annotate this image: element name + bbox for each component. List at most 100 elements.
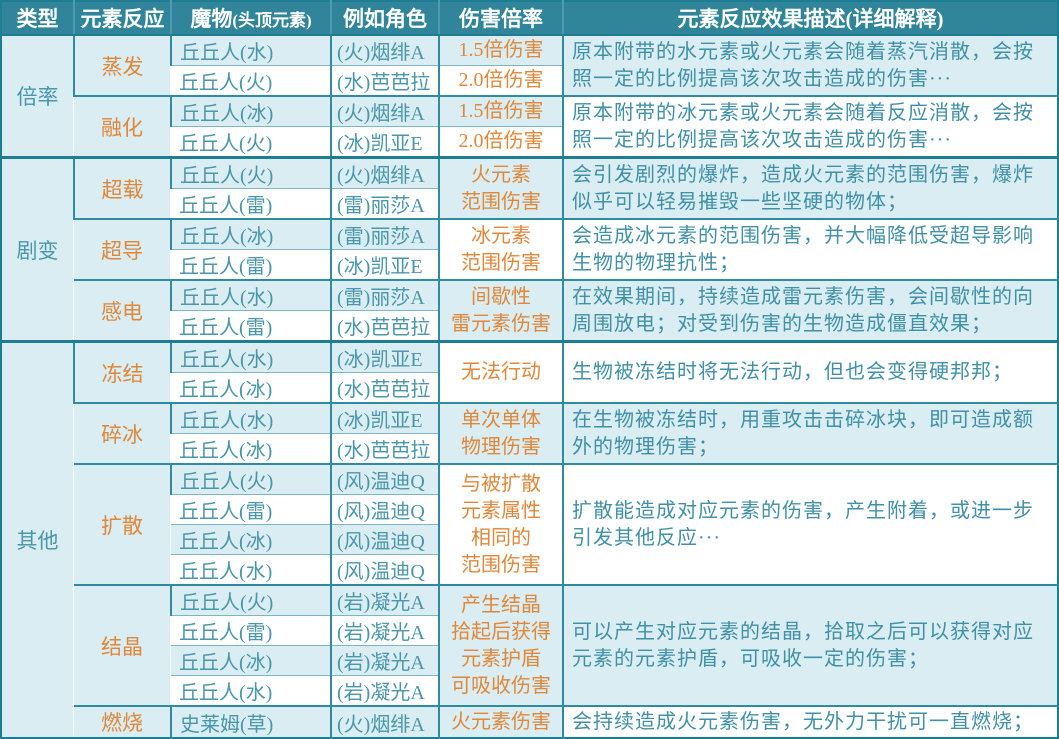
multiplier-line: 相同的 [471, 526, 531, 549]
character-cell: (火)烟绯A [330, 95, 439, 127]
type-cell: 其他 [1, 340, 74, 738]
multiplier-cell: 2.0倍伤害 [438, 65, 563, 96]
character-cell: (冰)凯亚E [330, 126, 439, 158]
character-cell: (火)烟绯A [330, 705, 439, 738]
character-cell: (雷)丽莎A [330, 279, 439, 311]
character-cell: (水)芭芭拉 [330, 310, 439, 342]
reaction-cell: 超导 [74, 218, 171, 280]
reaction-cell: 冻结 [73, 340, 171, 403]
table-row: 丘丘人(火) (冰)凯亚E 2.0倍伤害 [1, 126, 1058, 158]
multiplier-line: 元素属性 [461, 499, 541, 522]
table-row: 丘丘人(冰) (岩)凝光A [1, 645, 1058, 676]
multiplier-cell: 2.0倍伤害 [438, 126, 563, 158]
multiplier-line: 间歇性 [471, 285, 531, 308]
description-cell: 会造成冰元素的范围伤害，并大幅降低受超导影响生物的物理抗性； [562, 218, 1058, 280]
description-cell: 在效果期间，持续造成雷元素伤害，会间歇性的向周围放电；对受到伤害的生物造成僵直效… [562, 279, 1058, 342]
table-row: 剧变 超载 丘丘人(火) (火)烟绯A 火元素 范围伤害 会引发剧烈的爆炸，造成… [1, 156, 1058, 342]
column-header-character: 例如角色 [330, 1, 439, 36]
column-header-type: 类型 [1, 1, 74, 36]
character-cell: (岩)凝光A [330, 584, 439, 616]
type-cell: 倍率 [1, 34, 74, 158]
character-cell: (岩)凝光A [330, 615, 439, 646]
multiplier-cell: 与被扩散 元素属性 相同的 范围伤害 [438, 463, 563, 585]
table-row: 燃烧 史莱姆(草) (火)烟绯A 火元素伤害 会持续造成火元素伤害，无外力干扰可… [1, 705, 1058, 738]
monster-cell: 丘丘人(冰) [171, 433, 331, 464]
table-row: 扩散 丘丘人(火) (风)温迪Q 与被扩散 元素属性 相同的 范围伤害 扩散能造… [1, 463, 1058, 585]
table-row: 倍率 蒸发 丘丘人(水) (火)烟绯A 1.5倍伤害 原本附带的水元素或火元素会… [1, 34, 1058, 158]
table-row: 丘丘人(雷) (岩)凝光A [1, 615, 1058, 646]
character-cell: (风)温迪Q [330, 494, 439, 525]
monster-cell: 丘丘人(雷) [171, 494, 331, 525]
monster-cell: 丘丘人(水) [170, 402, 331, 434]
description-cell: 原本附带的水元素或火元素会随着蒸汽消散，会按照一定的比例提高该次攻击造成的伤害·… [562, 34, 1058, 96]
monster-cell: 丘丘人(冰) [171, 372, 331, 403]
reaction-cell: 结晶 [74, 584, 171, 706]
column-header-monster-sub: (头顶元素) [232, 11, 312, 30]
monster-cell: 丘丘人(冰) [170, 218, 331, 250]
multiplier-cell: 火元素 范围伤害 [438, 156, 563, 219]
reaction-cell: 感电 [74, 279, 171, 342]
character-cell: (风)温迪Q [330, 554, 439, 585]
multiplier-cell: 1.5倍伤害 [438, 95, 563, 127]
monster-cell: 丘丘人(冰) [171, 645, 331, 676]
character-cell: (岩)凝光A [330, 675, 439, 706]
monster-cell: 丘丘人(冰) [171, 524, 331, 555]
description-cell: 会引发剧烈的爆炸，造成火元素的范围伤害，爆炸似乎可以轻易摧毁一些坚硬的物体； [562, 156, 1058, 219]
table-row: 丘丘人(雷) (风)温迪Q [1, 494, 1058, 525]
character-cell: (火)烟绯A [330, 34, 439, 66]
table-row: 其他 冻结 丘丘人(水) (冰)凯亚E 无法行动 生物被冻结时将无法行动，但也会… [1, 340, 1058, 738]
table-row: 超导 丘丘人(冰) (雷)丽莎A 冰元素 范围伤害 会造成冰元素的范围伤害，并大… [1, 218, 1058, 280]
monster-cell: 丘丘人(雷) [171, 249, 331, 280]
multiplier-line: 冰元素 [471, 224, 531, 247]
character-cell: (水)芭芭拉 [330, 65, 439, 96]
description-cell: 生物被冻结时将无法行动，但也会变得硬邦邦； [562, 340, 1058, 403]
multiplier-line: 无法行动 [461, 361, 541, 383]
multiplier-cell: 火元素伤害 [438, 705, 563, 738]
reaction-cell: 蒸发 [73, 34, 171, 96]
column-header-multiplier: 伤害倍率 [438, 1, 563, 36]
character-cell: (冰)凯亚E [330, 249, 439, 280]
character-cell: (火)烟绯A [330, 156, 439, 189]
character-cell: (水)芭芭拉 [330, 372, 439, 403]
description-cell: 会持续造成火元素伤害，无外力干扰可一直燃烧； [562, 705, 1058, 738]
multiplier-line: 范围伤害 [461, 553, 541, 576]
monster-cell: 丘丘人(火) [171, 126, 331, 158]
table-row: 丘丘人(冰) (水)芭芭拉 [1, 372, 1058, 403]
multiplier-line: 可吸收伤害 [451, 674, 551, 697]
monster-cell: 丘丘人(火) [170, 584, 331, 616]
header-row: 类型 元素反应 魔物(头顶元素) 例如角色 伤害倍率 元素反应效果描述(详细解释… [1, 1, 1058, 36]
monster-cell: 丘丘人(水) [170, 34, 331, 66]
type-cell: 剧变 [1, 156, 74, 342]
character-cell: (冰)凯亚E [330, 340, 439, 373]
column-header-monster: 魔物(头顶元素) [170, 1, 331, 36]
multiplier-cell: 冰元素 范围伤害 [438, 218, 563, 280]
reaction-cell: 燃烧 [74, 705, 171, 738]
monster-cell: 丘丘人(水) [170, 279, 331, 311]
multiplier-cell: 无法行动 [438, 340, 563, 403]
multiplier-line: 元素护盾 [461, 647, 541, 670]
multiplier-cell: 产生结晶 拾起后获得 元素护盾 可吸收伤害 [438, 584, 563, 706]
monster-cell: 丘丘人(火) [171, 65, 331, 96]
description-cell: 原本附带的冰元素或火元素会随着反应消散，会按照一定的比例提高该次攻击造成的伤害·… [562, 95, 1058, 158]
column-header-reaction: 元素反应 [73, 1, 171, 36]
character-cell: (冰)凯亚E [330, 402, 439, 434]
table-row: 感电 丘丘人(水) (雷)丽莎A 间歇性 雷元素伤害 在效果期间，持续造成雷元素… [1, 279, 1058, 342]
multiplier-cell: 单次单体 物理伤害 [438, 402, 563, 464]
multiplier-line: 拾起后获得 [451, 620, 551, 643]
multiplier-line: 与被扩散 [461, 472, 541, 495]
multiplier-line: 火元素 [471, 163, 531, 186]
monster-cell: 丘丘人(雷) [171, 310, 331, 342]
column-header-monster-main: 魔物 [190, 7, 233, 31]
character-cell: (岩)凝光A [330, 645, 439, 676]
table-row: 丘丘人(冰) (水)芭芭拉 [1, 433, 1058, 464]
multiplier-line: 物理伤害 [461, 435, 541, 458]
monster-cell: 丘丘人(水) [171, 554, 331, 585]
character-cell: (水)芭芭拉 [330, 433, 439, 464]
multiplier-cell: 1.5倍伤害 [438, 34, 563, 66]
monster-cell: 丘丘人(雷) [171, 188, 331, 219]
table-row: 丘丘人(雷) (冰)凯亚E [1, 249, 1058, 280]
multiplier-line: 单次单体 [461, 408, 541, 431]
multiplier-line: 火元素伤害 [451, 710, 551, 733]
character-cell: (雷)丽莎A [330, 188, 439, 219]
